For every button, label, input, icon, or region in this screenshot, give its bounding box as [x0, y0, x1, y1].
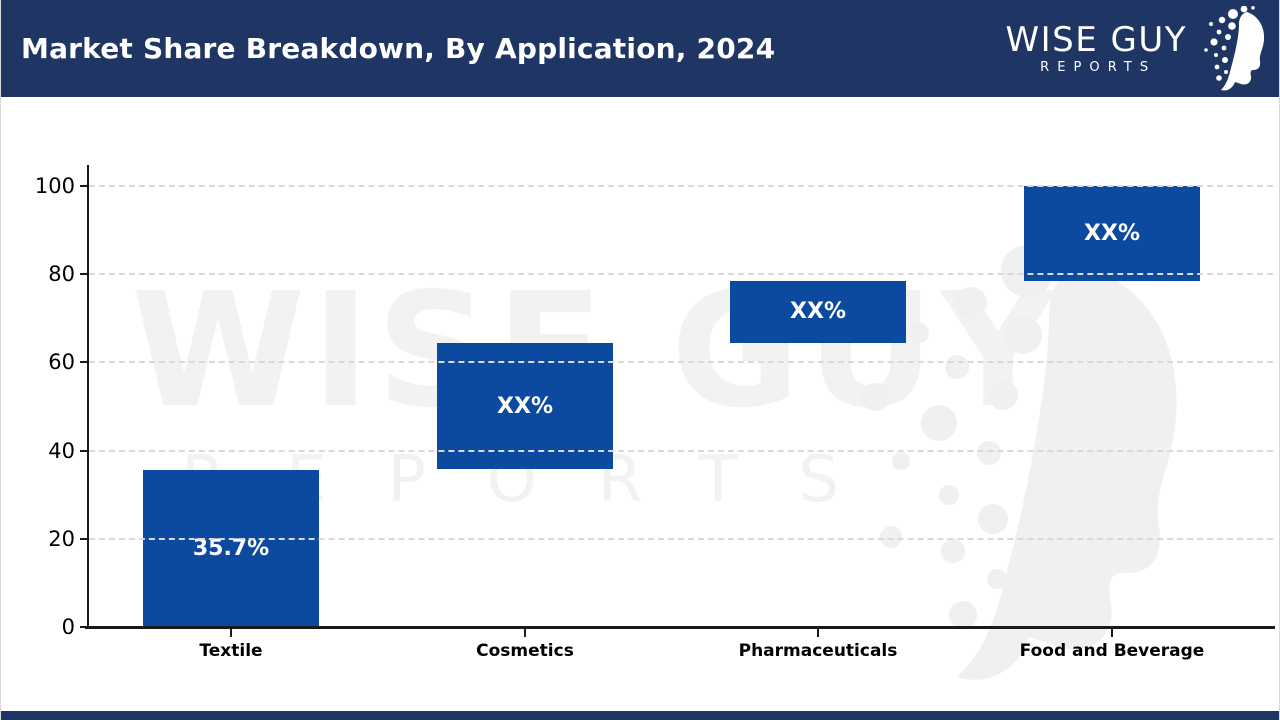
bar-value-label: XX%	[497, 393, 553, 419]
bar: XX%	[730, 280, 906, 343]
x-axis-label: Textile	[199, 641, 263, 661]
y-axis-line	[87, 165, 89, 628]
header-band: Market Share Breakdown, By Application, …	[1, 0, 1279, 97]
y-tick-label: 20	[48, 526, 75, 551]
footer-band	[1, 711, 1279, 720]
y-tick-label: 0	[61, 615, 75, 639]
x-axis-tick	[524, 629, 526, 637]
bar: 35.7%	[143, 469, 319, 627]
brand-logo-text: WISE GUY REPORTS	[1005, 23, 1187, 74]
x-axis-tick	[230, 629, 232, 637]
bar-value-label: XX%	[790, 299, 846, 325]
bar-value-label: 35.7%	[192, 535, 270, 561]
y-tick-label: 100	[34, 174, 75, 198]
bar-value-label: XX%	[1084, 220, 1140, 246]
y-axis-tick	[80, 361, 87, 364]
gridline	[89, 449, 1273, 452]
x-axis-tick	[817, 629, 819, 637]
x-axis-label: Cosmetics	[476, 641, 574, 661]
y-axis-tick	[80, 626, 87, 628]
y-axis-tick	[80, 449, 87, 452]
y-axis-tick	[80, 537, 87, 540]
gridline	[89, 273, 1273, 276]
y-tick-label: 40	[48, 438, 75, 463]
brand-name: WISE GUY	[1005, 20, 1187, 60]
y-tick-label: 80	[48, 262, 75, 287]
bar: XX%	[437, 343, 613, 469]
brand-subtitle: REPORTS	[1040, 60, 1157, 75]
x-axis-label: Pharmaceuticals	[738, 641, 898, 661]
x-axis-tick	[1111, 629, 1113, 637]
gridline	[89, 537, 1273, 540]
y-axis-tick	[80, 273, 87, 276]
x-axis-label: Food and Beverage	[1019, 641, 1205, 661]
bar: XX%	[1024, 186, 1200, 281]
y-axis-tick	[80, 185, 87, 187]
brand-head-icon	[1204, 5, 1265, 91]
gridline	[89, 361, 1273, 364]
x-axis-line	[85, 626, 1275, 629]
brand-logo: WISE GUY REPORTS	[1005, 5, 1267, 92]
page-title: Market Share Breakdown, By Application, …	[21, 32, 776, 65]
y-tick-label: 60	[48, 350, 75, 375]
gridline	[89, 185, 1273, 187]
